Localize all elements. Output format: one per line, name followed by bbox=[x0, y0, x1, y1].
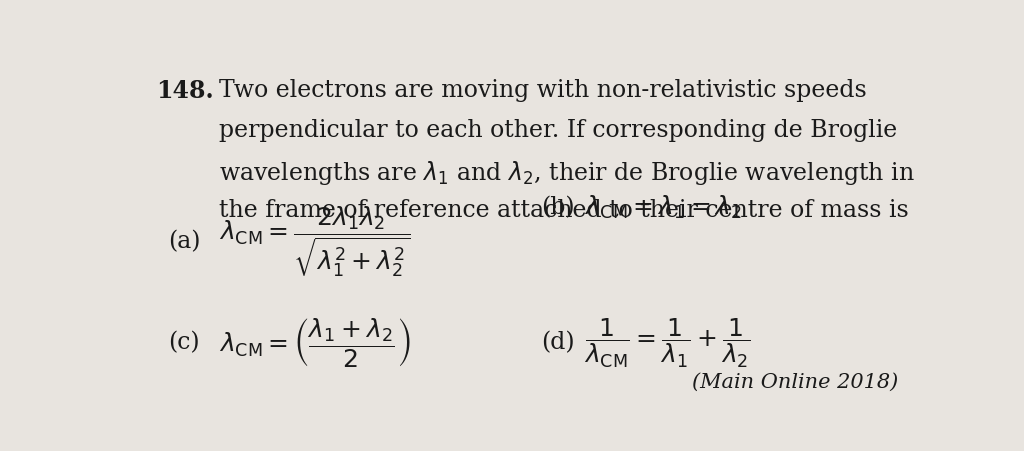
Text: $\lambda_{\rm CM} = \dfrac{2\lambda_1\lambda_2}{\sqrt{\lambda_1^2 + \lambda_2^2}: $\lambda_{\rm CM} = \dfrac{2\lambda_1\la… bbox=[219, 204, 411, 279]
Text: (Main Online 2018): (Main Online 2018) bbox=[691, 372, 898, 391]
Text: wavelengths are $\lambda_1$ and $\lambda_2$, their de Broglie wavelength in: wavelengths are $\lambda_1$ and $\lambda… bbox=[219, 158, 915, 186]
Text: (b): (b) bbox=[541, 195, 574, 218]
Text: (c): (c) bbox=[168, 331, 200, 354]
Text: $\lambda_{\rm CM} = \left(\dfrac{\lambda_1 + \lambda_2}{2}\right)$: $\lambda_{\rm CM} = \left(\dfrac{\lambda… bbox=[219, 316, 411, 369]
Text: Two electrons are moving with non-relativistic speeds: Two electrons are moving with non-relati… bbox=[219, 78, 867, 101]
Text: (d): (d) bbox=[541, 331, 574, 354]
Text: 148.: 148. bbox=[156, 78, 213, 102]
Text: (a): (a) bbox=[168, 230, 200, 253]
Text: $\lambda_{\rm CM} = \lambda_1 = \lambda_2$: $\lambda_{\rm CM} = \lambda_1 = \lambda_… bbox=[585, 193, 742, 221]
Text: the frame of reference attached to their centre of mass is: the frame of reference attached to their… bbox=[219, 198, 909, 221]
Text: $\dfrac{1}{\lambda_{\rm CM}} = \dfrac{1}{\lambda_1} + \dfrac{1}{\lambda_2}$: $\dfrac{1}{\lambda_{\rm CM}} = \dfrac{1}… bbox=[585, 316, 752, 369]
Text: perpendicular to each other. If corresponding de Broglie: perpendicular to each other. If correspo… bbox=[219, 118, 897, 141]
